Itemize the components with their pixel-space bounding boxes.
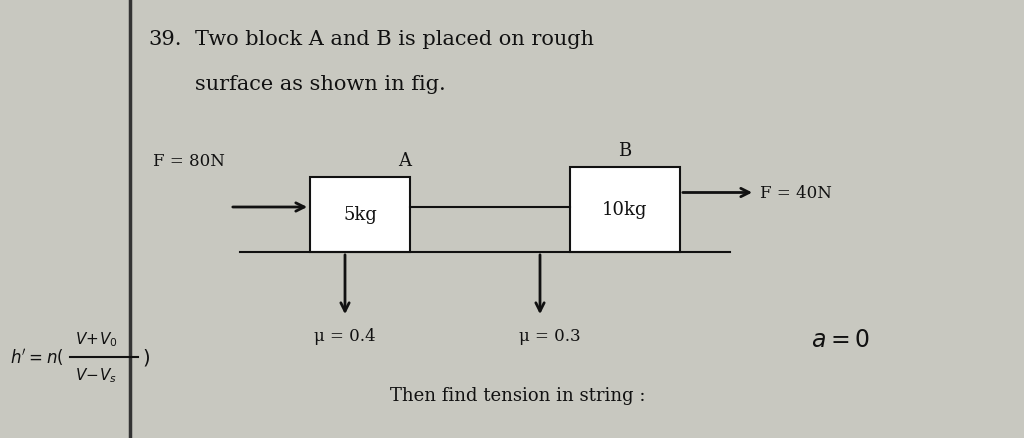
Text: $V\!-\!V_s$: $V\!-\!V_s$ (75, 366, 117, 385)
Bar (570, 168, 680, 252)
Text: F = 80N: F = 80N (154, 153, 225, 170)
Text: 39.: 39. (148, 30, 181, 49)
Text: μ = 0.3: μ = 0.3 (519, 327, 581, 344)
Text: surface as shown in fig.: surface as shown in fig. (195, 75, 445, 94)
Text: μ = 0.4: μ = 0.4 (314, 327, 376, 344)
Text: F = 40N: F = 40N (760, 184, 831, 201)
Text: A: A (398, 152, 412, 170)
Text: 5kg: 5kg (343, 206, 377, 224)
Text: $)$: $)$ (142, 347, 150, 367)
Text: B: B (618, 141, 632, 159)
Text: Then find tension in string :: Then find tension in string : (390, 386, 645, 404)
Text: $h'=n($: $h'=n($ (10, 347, 63, 367)
Bar (310, 177, 410, 252)
Text: Two block A and B is placed on rough: Two block A and B is placed on rough (195, 30, 594, 49)
Text: $\mathit{a}=0$: $\mathit{a}=0$ (811, 327, 869, 351)
Text: $V\!+\!V_0$: $V\!+\!V_0$ (75, 330, 118, 349)
Text: 10kg: 10kg (602, 201, 648, 219)
